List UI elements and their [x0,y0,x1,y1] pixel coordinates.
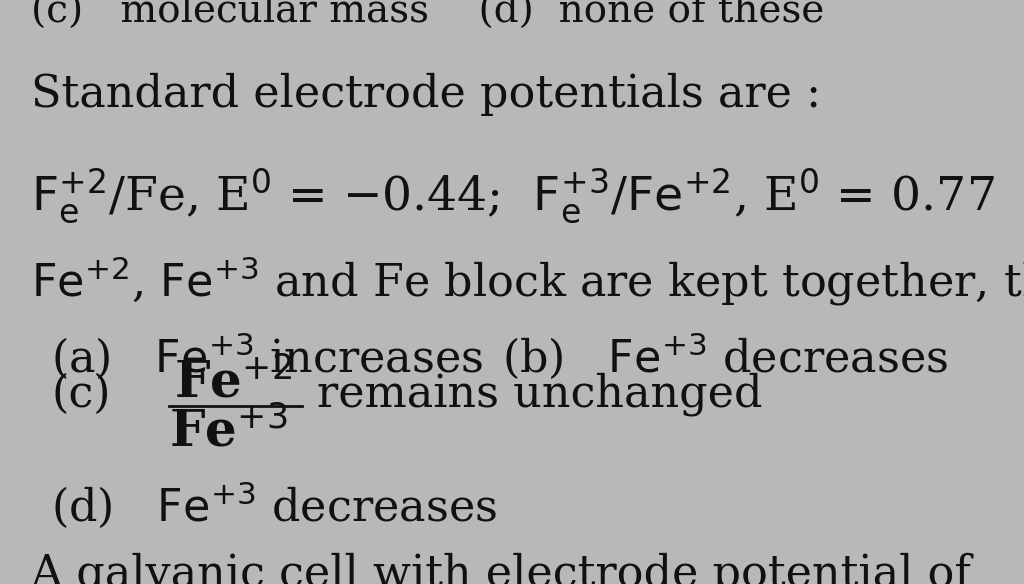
Text: A galvanic cell with electrode potential of: A galvanic cell with electrode potential… [31,552,972,584]
Text: (d)   $\mathrm{Fe^{+3}}$ decreases: (d) $\mathrm{Fe^{+3}}$ decreases [51,479,498,530]
Text: Fe$^{+3}$: Fe$^{+3}$ [169,409,288,458]
Text: $\mathrm{Fe^{+2}}$, $\mathrm{Fe^{+3}}$ and Fe block are kept together, the: $\mathrm{Fe^{+2}}$, $\mathrm{Fe^{+3}}$ a… [31,254,1024,308]
Text: Fe$^{+2}$: Fe$^{+2}$ [174,359,292,408]
Text: $\mathrm{F_e^{+2}}$/Fe, E$^0$ = $-$0.44;  $\mathrm{F_e^{+3}}$/$\mathrm{Fe^{+2}}$: $\mathrm{F_e^{+2}}$/Fe, E$^0$ = $-$0.44;… [31,166,994,225]
Text: (a)   $\mathrm{Fe^{+3}}$ increases: (a) $\mathrm{Fe^{+3}}$ increases [51,330,483,381]
Text: remains unchanged: remains unchanged [317,373,763,416]
Text: (c): (c) [51,373,111,416]
Text: (c)   molecular mass    (d)  none of these: (c) molecular mass (d) none of these [31,0,824,31]
Text: (b)   $\mathrm{Fe^{+3}}$ decreases: (b) $\mathrm{Fe^{+3}}$ decreases [502,330,948,381]
Text: Standard electrode potentials are :: Standard electrode potentials are : [31,73,821,116]
